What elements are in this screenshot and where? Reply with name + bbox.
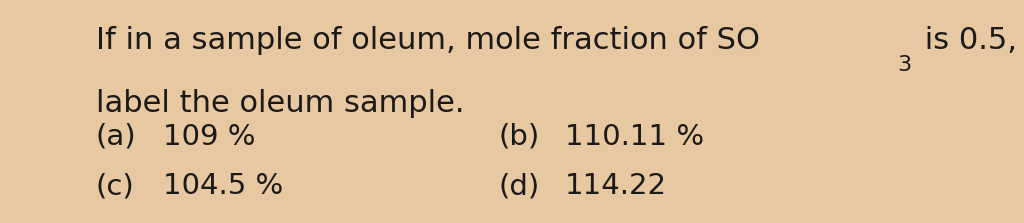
Text: (b): (b) [499,123,540,151]
Text: (a): (a) [96,123,136,151]
Text: (c): (c) [96,172,134,200]
Text: 104.5 %: 104.5 % [163,172,283,200]
Text: 110.11 %: 110.11 % [565,123,705,151]
Text: 109 %: 109 % [163,123,255,151]
Text: (d): (d) [499,172,540,200]
Text: 114.22: 114.22 [565,172,668,200]
Text: label the oleum sample.: label the oleum sample. [96,89,464,118]
Text: 3: 3 [897,55,911,75]
Text: is 0.5,: is 0.5, [914,26,1017,55]
Text: If in a sample of oleum, mole fraction of SO: If in a sample of oleum, mole fraction o… [96,26,760,55]
